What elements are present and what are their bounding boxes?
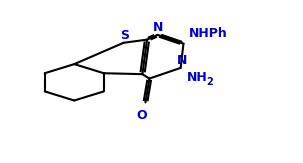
Text: N: N	[153, 21, 163, 34]
Text: 2: 2	[206, 77, 213, 87]
Text: NHPh: NHPh	[189, 27, 228, 40]
Text: NH: NH	[187, 71, 208, 84]
Text: O: O	[136, 109, 147, 122]
Text: S: S	[120, 29, 129, 42]
Text: N: N	[176, 54, 187, 67]
